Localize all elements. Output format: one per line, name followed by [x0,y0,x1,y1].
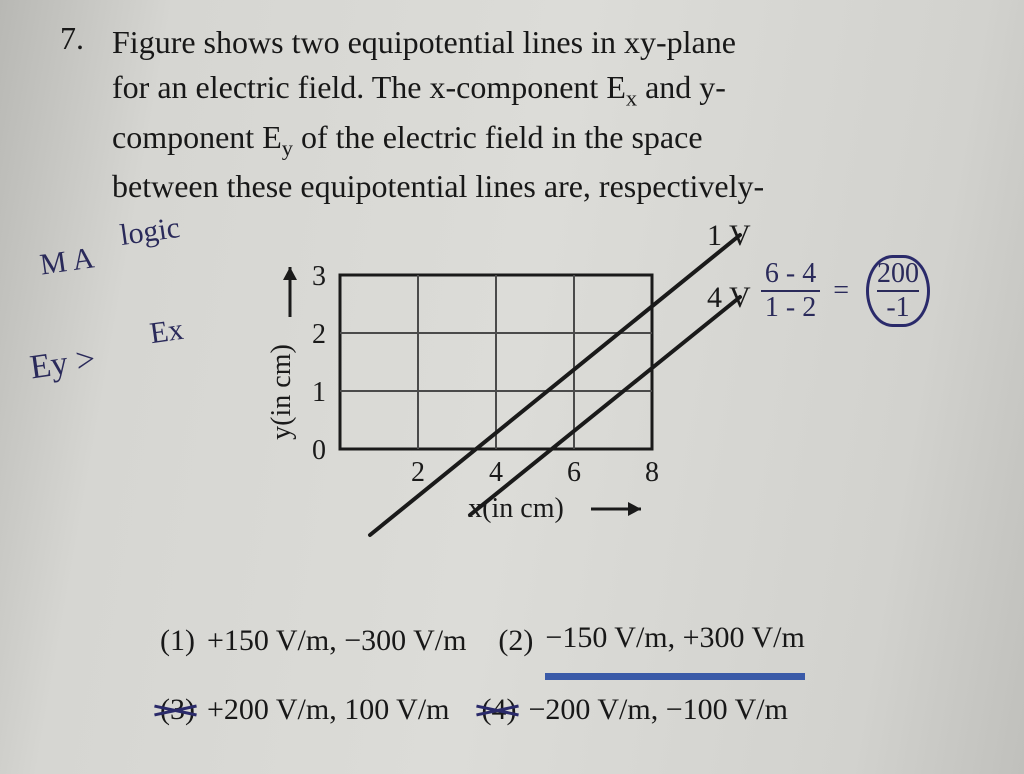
hand-ma: M A [38,242,96,283]
opt3-num: (3) [160,677,195,743]
svg-text:0: 0 [312,435,326,466]
q-line1: Figure shows two equipotential lines in … [112,24,736,60]
q-line3a: component E [112,119,282,155]
svg-text:4: 4 [489,457,503,488]
svg-text:4 V: 4 V [707,281,751,314]
options-block: (1) +150 V/m, −300 V/m (2) −150 V/m, +30… [160,605,984,743]
hand-ex: Ex [148,313,186,351]
figure-area: M A logic Ey > Ex 6 - 4 1 - 2 = 200 -1 0… [60,215,960,595]
hand-ey: Ey > [28,341,98,388]
opt2-text: −150 V/m, +300 V/m [545,605,804,677]
q-sub-x: x [626,86,637,111]
q-line3b: of the electric field in the space [293,119,703,155]
q-line2a: for an electric field. The x-component E [112,69,626,105]
opt1-num: (1) [160,608,195,674]
question-number: 7. [60,20,84,209]
q-line2b: and y- [637,69,726,105]
options-row-1: (1) +150 V/m, −300 V/m (2) −150 V/m, +30… [160,605,984,677]
svg-text:x(in cm): x(in cm) [468,493,564,524]
page: 7. Figure shows two equipotential lines … [0,0,1024,774]
frac-eq: = [833,275,849,306]
opt1-text: +150 V/m, −300 V/m [207,608,466,674]
options-row-2: (3) +200 V/m, 100 V/m (4) −200 V/m, −100… [160,677,984,743]
question-row: 7. Figure shows two equipotential lines … [60,20,984,209]
svg-text:2: 2 [411,457,425,488]
opt2-num: (2) [498,608,533,674]
q-sub-y: y [282,135,293,160]
opt4-num: (4) [482,677,517,743]
svg-text:1: 1 [312,377,326,408]
frac-res-d: -1 [877,292,919,324]
equipotential-chart: 01232468x(in cm)y(in cm)1 V4 V [260,225,820,585]
svg-text:2: 2 [312,319,326,350]
q-line4: between these equipotential lines are, r… [112,168,764,204]
opt3-text: +200 V/m, 100 V/m [207,677,450,743]
svg-text:3: 3 [312,261,326,292]
svg-text:6: 6 [567,457,581,488]
svg-text:1 V: 1 V [707,219,751,252]
opt4-text: −200 V/m, −100 V/m [528,677,787,743]
svg-text:y(in cm): y(in cm) [266,344,297,440]
frac-res: 200 [877,258,919,292]
question-text: Figure shows two equipotential lines in … [112,20,764,209]
hand-logic: logic [118,211,182,253]
svg-text:8: 8 [645,457,659,488]
